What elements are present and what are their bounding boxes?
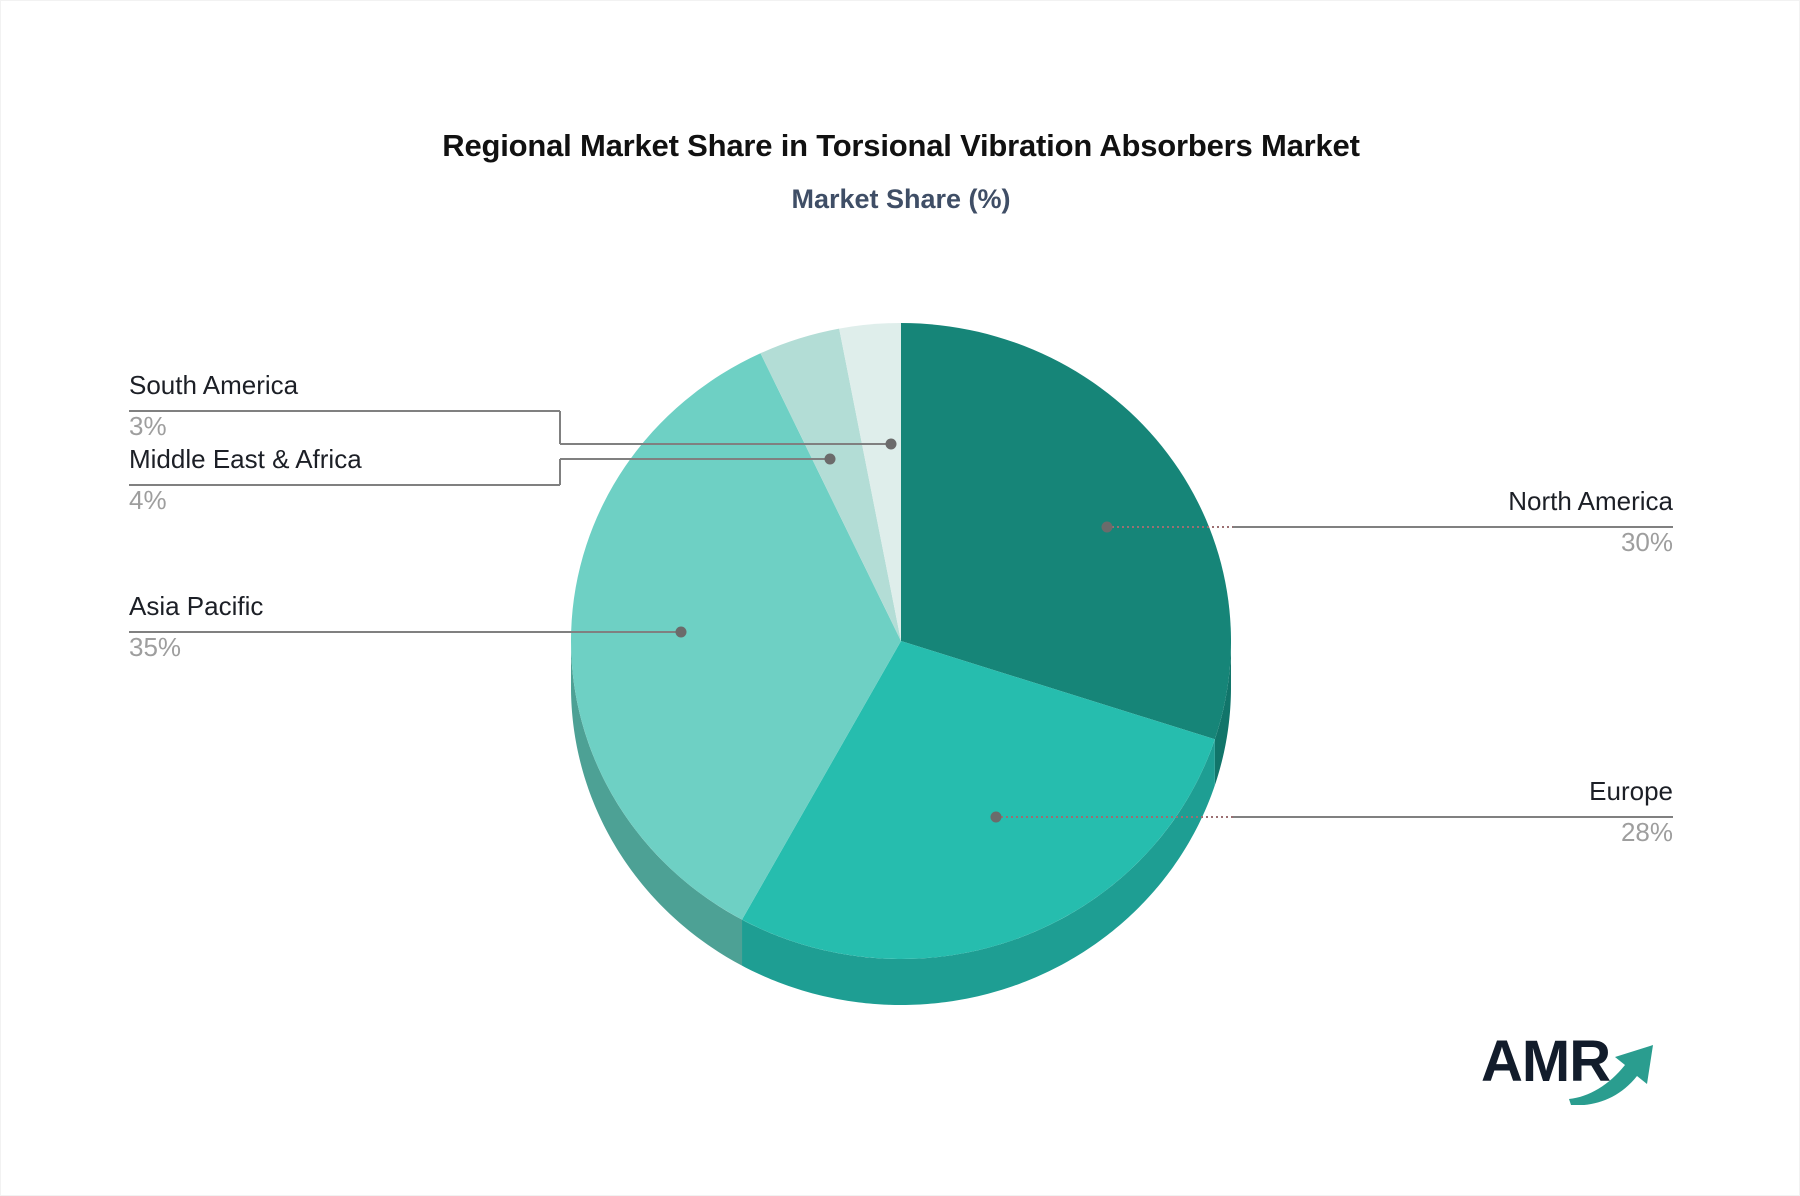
callout-label-north-america: North America	[1508, 486, 1673, 516]
chart-subtitle: Market Share (%)	[791, 184, 1011, 215]
callout-value-europe: 28%	[1620, 816, 1673, 847]
callout-middle-east-africa[interactable]: Middle East & Africa 4%	[129, 443, 569, 516]
leader-marker-dot	[824, 453, 836, 465]
callout-value-south-america: 3%	[129, 410, 167, 441]
pie-slice-middle-east-africa[interactable]	[760, 328, 901, 641]
callout-label-middle-east-africa: Middle East & Africa	[129, 444, 362, 474]
leader-marker-dot	[990, 811, 1002, 823]
pie-slice-south-america[interactable]	[839, 323, 901, 641]
callout-asia-pacific[interactable]: Asia Pacific 35%	[129, 590, 569, 663]
page-title: Regional Market Share in Torsional Vibra…	[442, 128, 1360, 163]
pie-slice-side	[571, 644, 743, 966]
leader-marker-dot	[885, 438, 897, 450]
growth-arrow-icon	[1569, 1045, 1653, 1105]
callout-value-north-america: 30%	[1620, 526, 1673, 557]
amr-logo: AMR	[1481, 1031, 1661, 1111]
pie-slices-group	[570, 323, 1231, 1005]
pie-slice-north-america[interactable]	[901, 323, 1231, 740]
amr-wordmark: AMR	[1481, 1029, 1611, 1094]
pie-slice-europe[interactable]	[742, 641, 1215, 959]
pie-slice-asia-pacific[interactable]	[570, 353, 901, 920]
leader-lines-group	[129, 410, 1673, 823]
callout-value-asia-pacific: 35%	[129, 631, 182, 662]
leader-marker-dot	[675, 626, 687, 638]
callout-south-america[interactable]: South America 3%	[129, 369, 569, 442]
leader-marker-dot	[1101, 521, 1113, 533]
callout-north-america[interactable]: North America 30%	[1233, 485, 1673, 558]
callout-label-asia-pacific: Asia Pacific	[129, 591, 264, 621]
title-block: Regional Market Share in Torsional Vibra…	[1, 128, 1799, 215]
pie-slice-side	[742, 739, 1215, 1005]
callout-europe[interactable]: Europe 28%	[1233, 775, 1673, 848]
callout-label-europe: Europe	[1589, 776, 1673, 806]
pie-slice-side	[1214, 643, 1231, 786]
callout-value-middle-east-africa: 4%	[129, 484, 167, 515]
callout-label-south-america: South America	[129, 370, 299, 400]
